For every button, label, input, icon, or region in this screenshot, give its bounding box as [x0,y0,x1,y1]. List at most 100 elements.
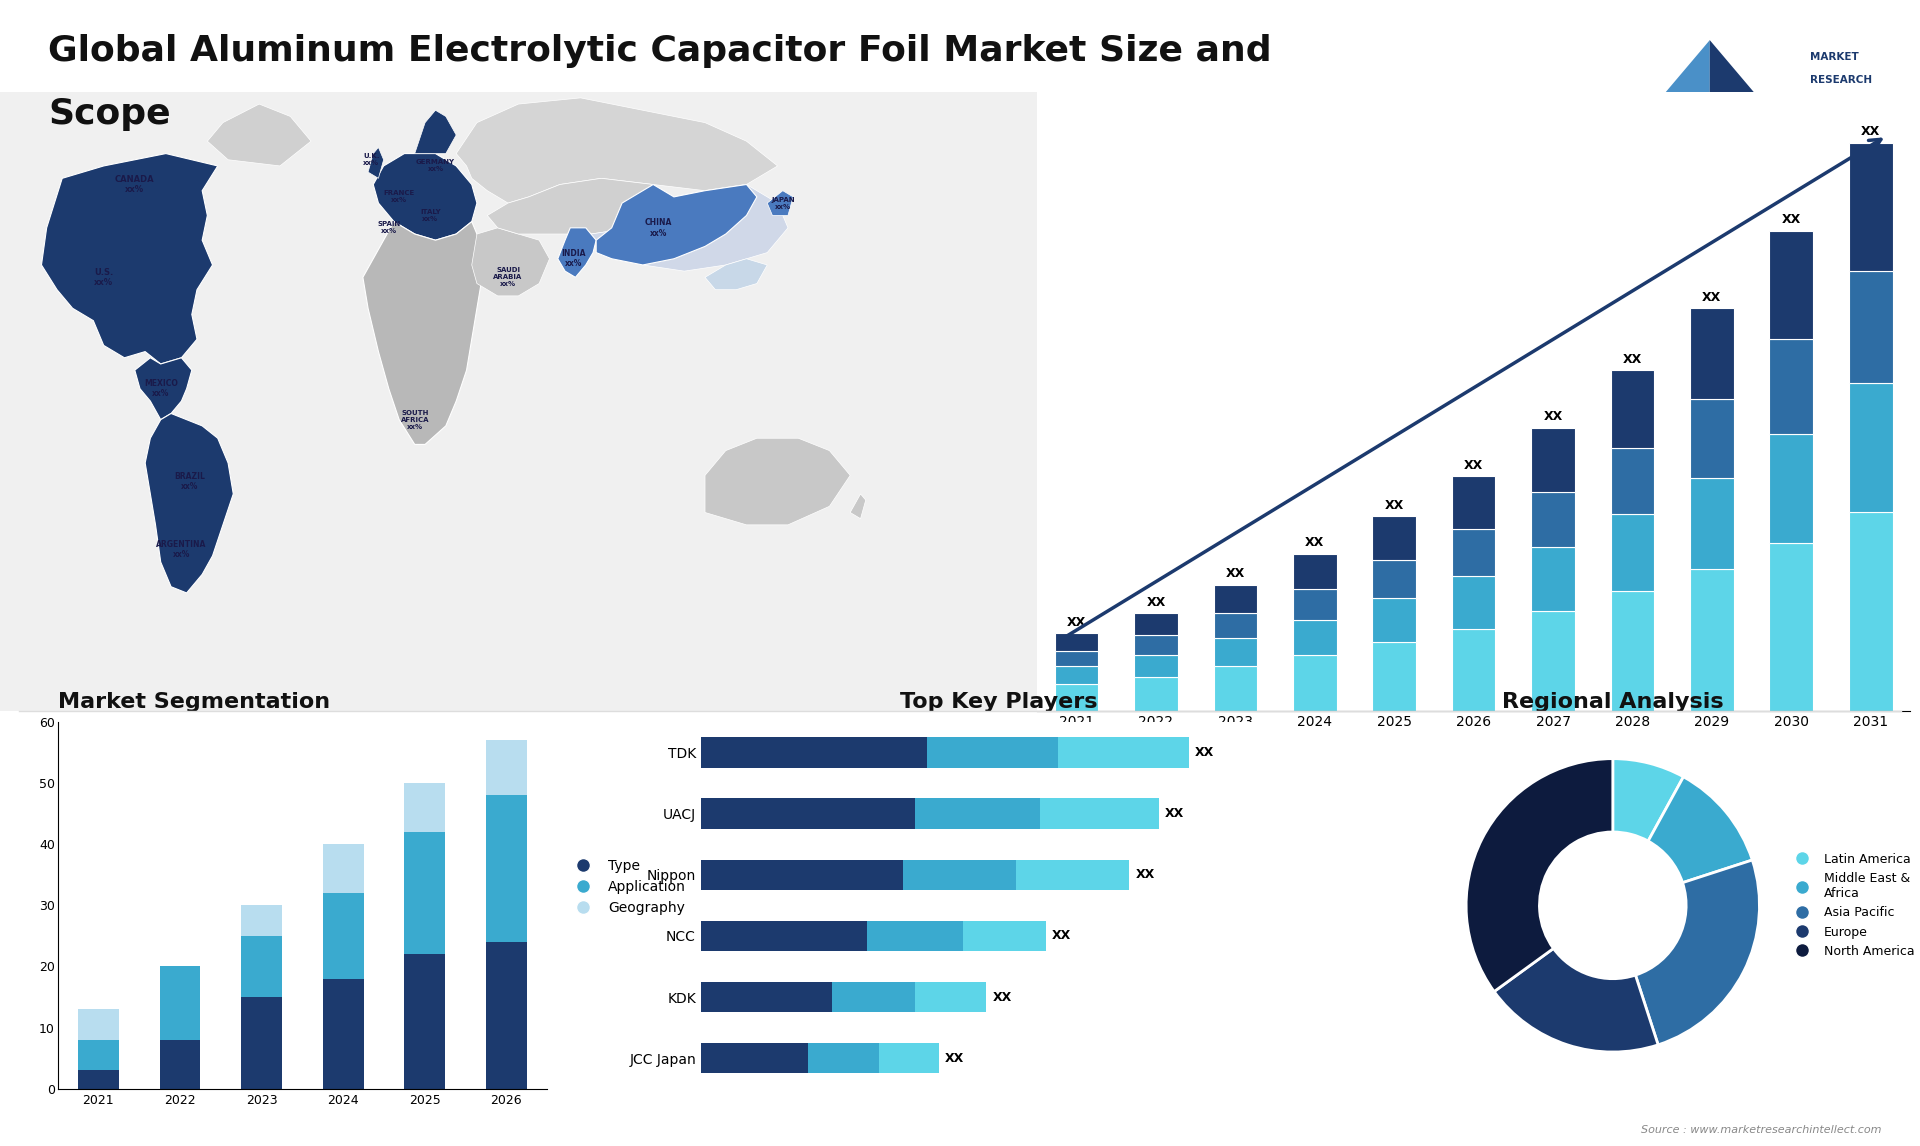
Bar [879,1043,939,1074]
Wedge shape [1467,759,1613,991]
Text: XX: XX [1860,125,1880,139]
Polygon shape [488,179,674,234]
Bar [1135,677,1177,711]
Bar [79,1039,119,1070]
Bar [1770,339,1812,434]
Bar [1611,513,1655,591]
Bar [1373,598,1417,642]
Polygon shape [369,148,384,179]
Text: CHINA
xx%: CHINA xx% [645,218,672,237]
Bar [323,845,363,893]
Legend: Type, Application, Geography: Type, Application, Geography [564,854,691,920]
Wedge shape [1494,949,1659,1052]
Bar [1135,613,1177,635]
Polygon shape [591,185,787,272]
Bar [1611,591,1655,711]
Bar [159,1039,200,1089]
Bar [486,942,526,1089]
Polygon shape [851,494,866,519]
Text: FRANCE
xx%: FRANCE xx% [384,190,415,203]
Bar [1213,613,1258,637]
Bar [1054,666,1098,684]
Text: U.S.
xx%: U.S. xx% [94,268,113,286]
Bar [79,1070,119,1089]
Polygon shape [207,104,311,166]
Text: XX: XX [1544,410,1563,423]
Polygon shape [1622,40,1709,143]
Bar [486,740,526,795]
Bar [1373,516,1417,560]
Bar [902,860,1016,890]
Text: XX: XX [945,1052,964,1065]
Bar [1213,584,1258,613]
Bar [1135,635,1177,656]
Text: XX: XX [1135,869,1154,881]
Text: XX: XX [1622,353,1642,366]
Bar [1849,142,1893,270]
Bar [701,737,927,768]
Bar [1611,370,1655,448]
Bar [242,905,282,936]
Text: XX: XX [1463,458,1484,472]
Polygon shape [457,97,778,203]
Text: INTELLECT: INTELLECT [1809,99,1857,108]
Polygon shape [559,228,597,277]
Bar [962,920,1046,951]
Polygon shape [597,185,756,265]
Bar [1054,684,1098,711]
Bar [1016,860,1129,890]
Bar [1690,570,1734,711]
Bar [701,982,831,1012]
Polygon shape [134,358,192,419]
Bar [79,1010,119,1039]
Bar [159,966,200,1039]
Text: SOUTH
AFRICA
xx%: SOUTH AFRICA xx% [401,409,428,430]
Bar [1770,231,1812,339]
Bar [1770,434,1812,542]
Polygon shape [472,228,549,296]
Bar [323,979,363,1089]
Bar [1530,611,1574,711]
Bar [1530,547,1574,611]
Bar [701,920,868,951]
Bar [1135,656,1177,677]
Text: GERMANY
xx%: GERMANY xx% [417,159,455,172]
Text: XX: XX [1225,567,1244,580]
Bar [1452,575,1496,629]
Title: Regional Analysis: Regional Analysis [1501,692,1724,712]
Bar [242,936,282,997]
Polygon shape [415,110,457,154]
Bar [1292,620,1336,656]
Text: XX: XX [1703,291,1722,304]
Bar [927,737,1058,768]
Text: BRAZIL
xx%: BRAZIL xx% [175,472,205,492]
Text: XX: XX [1384,499,1404,511]
Bar [1041,799,1160,829]
Text: JAPAN
xx%: JAPAN xx% [772,197,795,210]
Title: Top Key Players: Top Key Players [900,692,1096,712]
Text: ITALY
xx%: ITALY xx% [420,209,440,222]
Bar [1373,560,1417,598]
Bar [405,832,445,955]
Text: MARKET: MARKET [1809,53,1859,62]
Bar [1452,529,1496,575]
Polygon shape [363,221,488,445]
Text: XX: XX [1052,929,1071,942]
Text: U.K.
xx%: U.K. xx% [363,154,380,166]
Wedge shape [1647,777,1753,882]
Bar [701,860,902,890]
Text: CANADA
xx%: CANADA xx% [115,175,156,194]
Bar [916,982,987,1012]
Polygon shape [1709,40,1797,143]
Text: MEXICO
xx%: MEXICO xx% [144,379,179,399]
Bar [1849,384,1893,511]
Bar [1530,492,1574,547]
Text: RESEARCH: RESEARCH [1809,76,1872,85]
Wedge shape [1613,759,1684,841]
Bar [1770,542,1812,711]
Bar [323,893,363,979]
Bar [1054,651,1098,666]
Bar [405,783,445,832]
Text: XX: XX [1146,596,1165,609]
Bar [1849,511,1893,711]
